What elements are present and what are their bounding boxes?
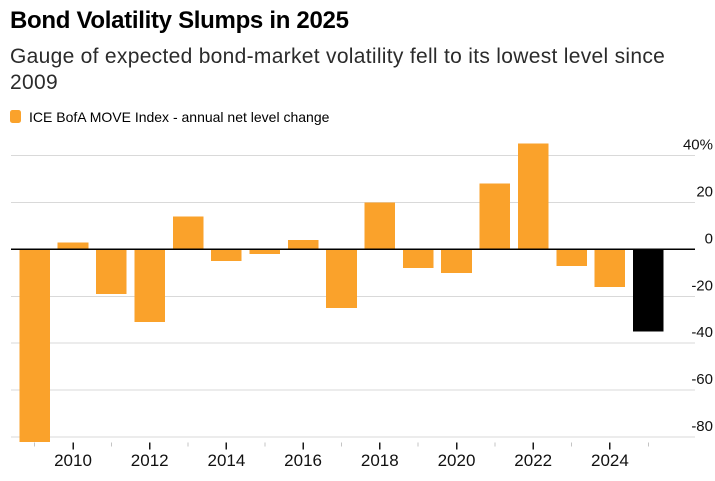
bar-2022	[517, 143, 549, 250]
y-axis-label--20: -20	[691, 277, 713, 294]
bar-2013	[172, 216, 204, 250]
x-axis-label-2014: 2014	[207, 451, 245, 470]
bar-2025	[632, 249, 664, 332]
bar-2021	[479, 183, 511, 250]
bar-2019	[402, 249, 434, 269]
bar-2018	[364, 202, 396, 250]
x-axis-label-2024: 2024	[591, 451, 629, 470]
bar-2010	[57, 242, 89, 250]
bar-2011	[96, 249, 127, 294]
y-axis-label-20: 20	[696, 183, 713, 200]
y-axis-label-40: 40%	[683, 136, 713, 153]
x-axis-label-2020: 2020	[438, 451, 476, 470]
bar-2023	[556, 249, 587, 266]
y-axis-label--60: -60	[691, 371, 713, 388]
x-axis-label-2018: 2018	[361, 451, 399, 470]
chart-title: Bond Volatility Slumps in 2025	[10, 7, 349, 34]
legend-label: ICE BofA MOVE Index - annual net level c…	[29, 108, 330, 125]
bar-2009	[19, 249, 50, 442]
chart-legend: ICE BofA MOVE Index - annual net level c…	[10, 108, 715, 125]
bar-2017	[326, 249, 357, 309]
bar-2024	[594, 249, 626, 287]
x-axis-label-2016: 2016	[284, 451, 322, 470]
bar-2016	[287, 239, 319, 250]
bar-2012	[134, 249, 165, 323]
y-axis-label-0: 0	[705, 230, 713, 247]
x-axis-label-2022: 2022	[514, 451, 552, 470]
y-axis-label--80: -80	[691, 418, 713, 435]
bar-chart: 40% 20 0 -20 -40 -60 -80 2010 2012 2014 2016 2018 20…	[11, 136, 713, 470]
bar-2014	[211, 249, 242, 262]
x-axis-label-2010: 2010	[54, 451, 92, 470]
chart-subtitle: Gauge of expected bond-market volatility…	[10, 45, 666, 94]
chart-header: Bond Volatility Slumps in 2025 Gauge of …	[0, 0, 715, 125]
y-axis-label--40: -40	[691, 324, 713, 341]
chart-area: 40% 20 0 -20 -40 -60 -80 2010 2012 2014 2016 2018 20…	[0, 130, 715, 481]
bar-2020	[441, 249, 472, 273]
x-axis-label-2012: 2012	[131, 451, 169, 470]
legend-swatch-icon	[10, 110, 21, 123]
bar-2015	[249, 249, 281, 255]
